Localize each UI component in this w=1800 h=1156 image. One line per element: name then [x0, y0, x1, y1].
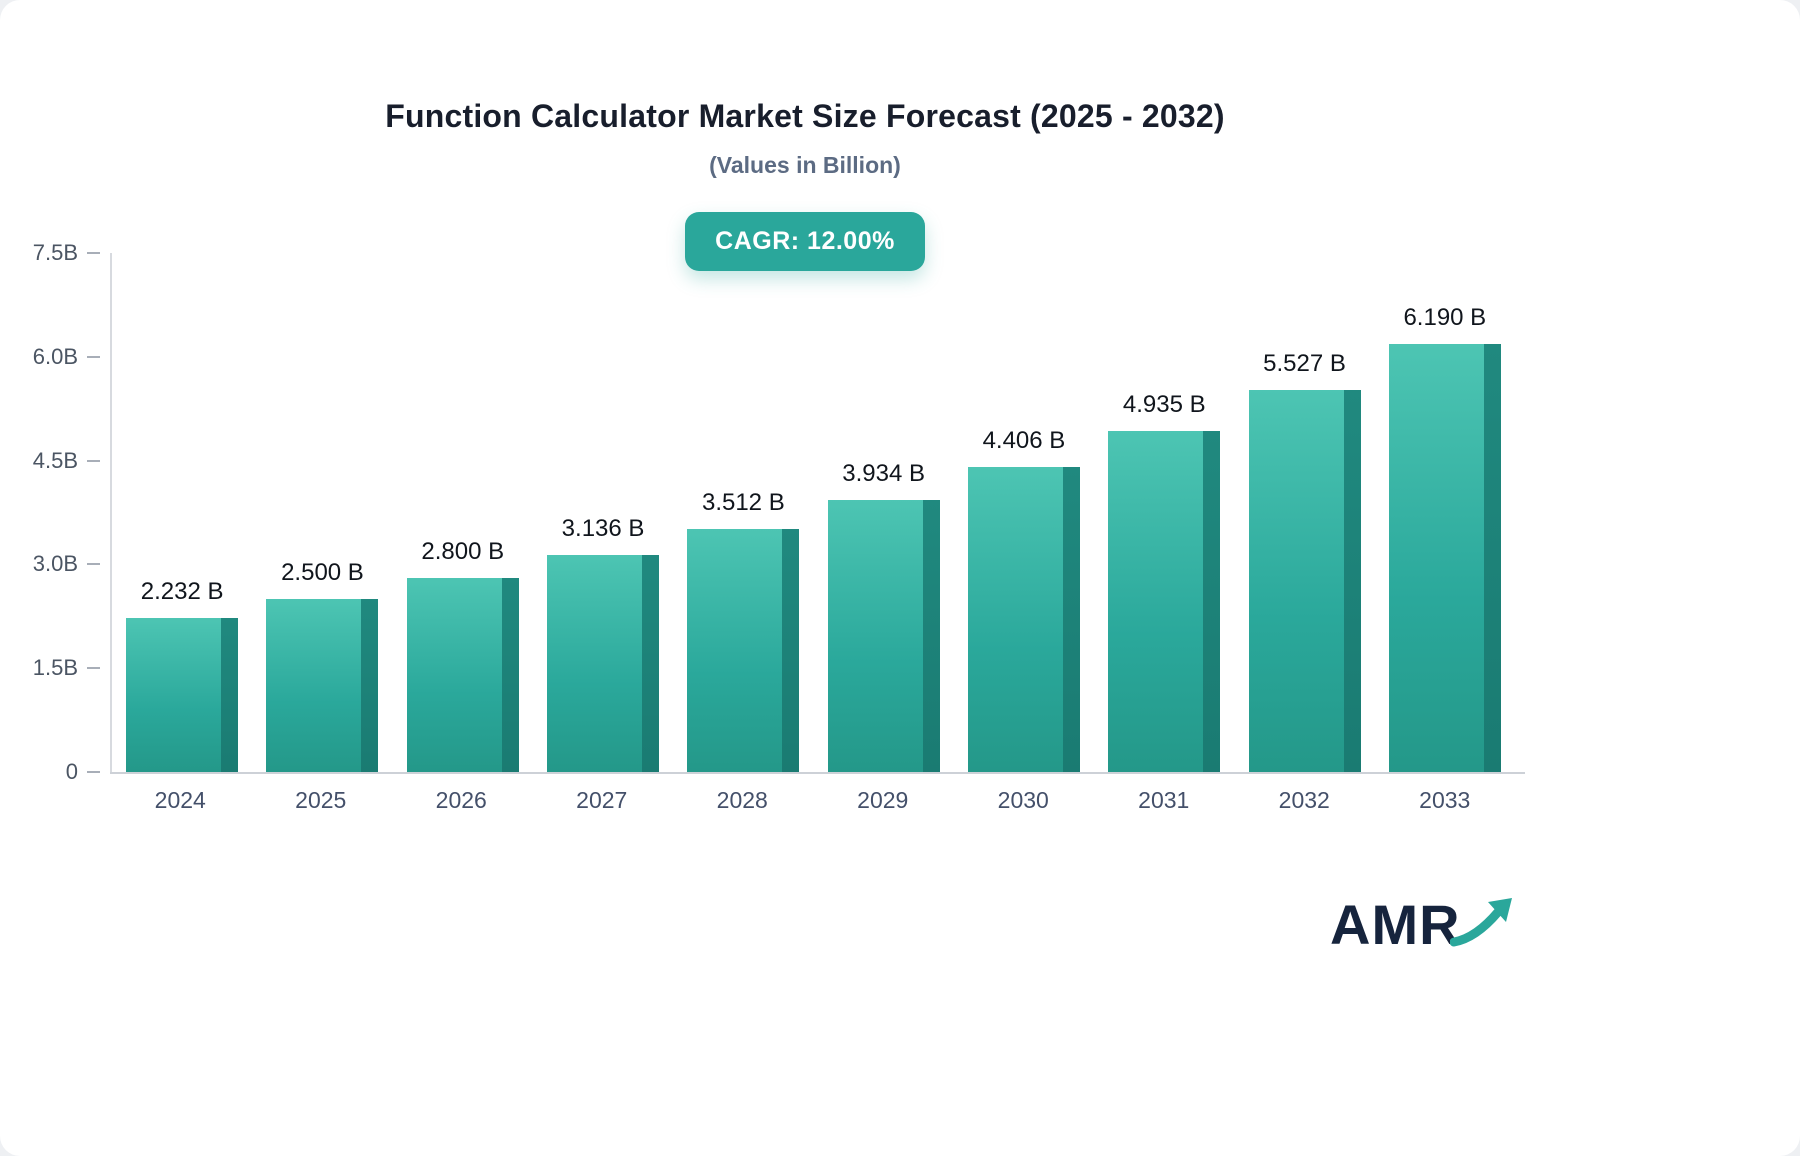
- y-tick-label: 3.0B: [32, 551, 78, 577]
- x-axis-label-2026: 2026: [435, 787, 487, 813]
- y-tick: 3.0B: [33, 551, 100, 577]
- y-tick: 4.5B: [33, 448, 100, 474]
- bar-value-label: 3.136 B: [561, 515, 645, 542]
- bar-value-label: 2.800 B: [421, 538, 505, 566]
- bar-front-face: [687, 528, 783, 772]
- bar-value-label: 3.934 B: [842, 459, 925, 487]
- cagr-badge: CAGR: 12.00%: [685, 212, 925, 271]
- y-tick: 6.0B: [33, 344, 100, 370]
- bar-2029: [827, 499, 940, 772]
- y-tick: 7.5B: [33, 240, 100, 266]
- bar-group-2029: 3.934 B: [813, 253, 953, 772]
- bar-value-label: 2.232 B: [140, 577, 224, 605]
- x-axis-label-2025: 2025: [295, 787, 347, 813]
- x-axis-label-2029: 2029: [857, 787, 909, 813]
- bars-container: 2.232 B 2.500 B 2.800 B 3.136 B 3.512 B 3.934…: [112, 253, 1515, 772]
- bar-side-face: [782, 528, 800, 772]
- y-tick-label: 4.5B: [32, 447, 78, 473]
- bar-2030: [967, 467, 1080, 772]
- bar-2032: [1248, 389, 1361, 772]
- y-tick-mark: [87, 459, 100, 462]
- x-axis-label-2030: 2030: [997, 787, 1049, 813]
- y-tick-mark: [87, 355, 100, 358]
- y-tick-mark: [87, 667, 100, 670]
- plot-area: 2.232 B 2.500 B 2.800 B 3.136 B 3.512 B 3.934…: [110, 253, 1525, 774]
- bar-value-label: 5.527 B: [1263, 349, 1346, 377]
- chart-header: Function Calculator Market Size Forecast…: [0, 0, 1610, 271]
- y-tick: 1.5B: [33, 655, 100, 681]
- bar-value-label: 4.935 B: [1122, 390, 1206, 418]
- y-tick-label: 6.0B: [32, 343, 78, 369]
- bar-front-face: [547, 555, 643, 772]
- bar-front-face: [1388, 343, 1484, 772]
- bar-side-face: [922, 499, 940, 772]
- bar-side-face: [642, 555, 660, 772]
- bar-group-2026: 2.800 B: [393, 253, 533, 772]
- x-axis-labels: 2024 2025 2026 2027 2028 2029 2030 2031 2032 2033: [110, 787, 1515, 814]
- bar-2026: [406, 578, 519, 772]
- bar-front-face: [1248, 389, 1344, 772]
- bar-2025: [266, 599, 379, 772]
- y-tick-mark: [87, 252, 100, 254]
- y-tick-mark: [87, 563, 100, 566]
- y-tick-mark: [87, 771, 100, 773]
- chart-subtitle: (Values in Billion): [709, 152, 901, 178]
- y-axis: 7.5B 6.0B 4.5B 3.0B 1.5B 0: [0, 240, 104, 784]
- bar-group-2025: 2.500 B: [252, 253, 392, 772]
- bar-group-2031: 4.935 B: [1094, 253, 1234, 772]
- x-axis-label-2032: 2032: [1278, 787, 1330, 813]
- bar-side-face: [1062, 467, 1080, 772]
- bar-2028: [687, 528, 800, 772]
- bar-group-2033: 6.190 B: [1375, 253, 1515, 772]
- y-tick-label: 0: [65, 759, 78, 784]
- chart-title: Function Calculator Market Size Forecast…: [385, 98, 1225, 134]
- y-tick-label: 7.5B: [32, 240, 78, 265]
- bar-value-label: 3.512 B: [701, 488, 785, 516]
- bar-front-face: [126, 617, 222, 772]
- bar-group-2028: 3.512 B: [673, 253, 813, 772]
- bar-value-label: 6.190 B: [1403, 303, 1487, 331]
- bar-side-face: [1343, 389, 1361, 772]
- amr-logo-text: AMR: [1330, 893, 1461, 956]
- growth-arrow-icon: [1450, 898, 1512, 947]
- bar-2031: [1108, 430, 1221, 772]
- bar-value-label: 4.406 B: [982, 427, 1066, 455]
- bar-side-face: [1203, 430, 1221, 772]
- x-axis-label-2031: 2031: [1138, 787, 1190, 813]
- bar-group-2024: 2.232 B: [112, 253, 252, 772]
- y-tick: 0: [66, 759, 100, 785]
- bar-group-2030: 4.406 B: [954, 253, 1094, 772]
- bar-group-2032: 5.527 B: [1234, 253, 1374, 772]
- bar-front-face: [827, 499, 923, 772]
- bar-2033: [1388, 343, 1501, 772]
- bar-side-face: [221, 617, 239, 772]
- bar-2027: [547, 555, 660, 772]
- bar-side-face: [361, 599, 379, 772]
- bar-side-face: [501, 578, 519, 772]
- x-axis-label-2033: 2033: [1419, 787, 1471, 813]
- x-axis-label-2027: 2027: [576, 787, 628, 813]
- bar-2024: [126, 617, 239, 772]
- bar-front-face: [967, 467, 1063, 772]
- bar-front-face: [266, 599, 362, 772]
- y-tick-label: 1.5B: [32, 655, 78, 681]
- x-axis-label-2028: 2028: [716, 787, 768, 813]
- bar-side-face: [1483, 343, 1501, 772]
- bar-front-face: [1108, 430, 1204, 772]
- amr-logo: AMR: [1330, 892, 1520, 962]
- x-axis-label-2024: 2024: [154, 787, 206, 813]
- x-axis-line: [110, 772, 1525, 774]
- bar-value-label: 2.500 B: [281, 559, 364, 586]
- bar-group-2027: 3.136 B: [533, 253, 673, 772]
- bar-front-face: [406, 578, 502, 772]
